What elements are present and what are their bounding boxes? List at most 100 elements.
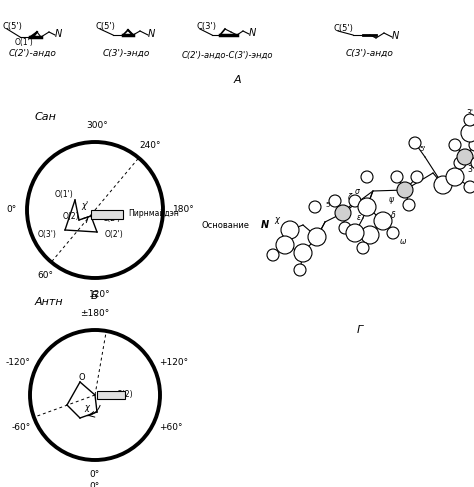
Text: C: C	[468, 130, 473, 136]
Text: O(1'): O(1')	[15, 38, 33, 48]
Circle shape	[391, 171, 403, 183]
Text: 180°: 180°	[173, 206, 195, 214]
Text: Б: Б	[91, 291, 99, 301]
Text: δ: δ	[391, 210, 395, 220]
Text: C(3'): C(3')	[197, 22, 217, 32]
Text: ε: ε	[357, 212, 361, 222]
Text: 120°: 120°	[89, 290, 111, 299]
Circle shape	[469, 139, 474, 151]
Circle shape	[27, 142, 163, 278]
Text: O(2): O(2)	[63, 211, 79, 221]
Text: O(1'): O(1')	[54, 190, 73, 200]
Text: 5': 5'	[420, 146, 426, 152]
Text: φ: φ	[414, 173, 419, 183]
Circle shape	[335, 205, 351, 221]
Circle shape	[434, 176, 452, 194]
Circle shape	[461, 124, 474, 142]
Text: O: O	[79, 373, 85, 381]
Text: C(3')-эндо: C(3')-эндо	[102, 49, 150, 57]
Circle shape	[339, 222, 351, 234]
Text: 4': 4'	[314, 235, 320, 240]
Text: σ: σ	[355, 187, 359, 195]
Text: 60°: 60°	[37, 271, 53, 280]
Text: Сан: Сан	[35, 112, 57, 122]
Circle shape	[329, 195, 341, 207]
Circle shape	[464, 181, 474, 193]
Text: ψ: ψ	[389, 195, 393, 205]
Text: φ: φ	[465, 150, 471, 160]
Text: C(5'): C(5')	[96, 22, 116, 32]
Circle shape	[346, 224, 364, 242]
Text: 3': 3'	[466, 109, 474, 117]
Text: P: P	[403, 186, 407, 194]
Circle shape	[409, 137, 421, 149]
Circle shape	[281, 221, 299, 239]
Text: 3': 3'	[452, 174, 458, 180]
Circle shape	[374, 212, 392, 230]
Text: C(2')-андо: C(2')-андо	[9, 49, 57, 57]
Circle shape	[454, 157, 466, 169]
Text: O(2'): O(2')	[105, 230, 124, 240]
Bar	[97, 391, 125, 399]
Text: 0°: 0°	[7, 206, 17, 214]
Text: Основание: Основание	[202, 221, 250, 229]
Text: +60°: +60°	[160, 423, 183, 432]
Text: C(5'): C(5')	[334, 24, 354, 34]
Text: 1': 1'	[287, 227, 293, 232]
Circle shape	[276, 236, 294, 254]
Text: 4': 4'	[364, 205, 370, 209]
Text: ζ: ζ	[347, 192, 351, 202]
Circle shape	[387, 227, 399, 239]
Circle shape	[357, 242, 369, 254]
Circle shape	[294, 264, 306, 276]
Circle shape	[471, 157, 474, 169]
Text: O(2): O(2)	[117, 391, 134, 399]
Circle shape	[267, 249, 279, 261]
Text: χ': χ'	[82, 202, 89, 210]
Text: Антн: Антн	[35, 297, 64, 307]
Circle shape	[397, 182, 413, 198]
Text: C(2'): C(2')	[103, 214, 121, 224]
Text: -60°: -60°	[11, 423, 30, 432]
Text: Пирнмайдэн: Пирнмайдэн	[128, 209, 179, 219]
Text: 0°: 0°	[90, 482, 100, 487]
Text: +120°: +120°	[160, 358, 189, 367]
Text: 0°: 0°	[90, 470, 100, 479]
Text: ±180°: ±180°	[81, 309, 109, 318]
Circle shape	[309, 201, 321, 213]
Text: N: N	[147, 29, 155, 39]
Text: P: P	[463, 152, 467, 162]
Text: 2': 2'	[367, 232, 373, 238]
Text: 3': 3'	[467, 165, 474, 173]
Circle shape	[361, 226, 379, 244]
Circle shape	[464, 114, 474, 126]
Text: N: N	[248, 28, 255, 38]
Text: N: N	[261, 220, 269, 230]
Text: 5': 5'	[325, 202, 331, 208]
Text: N: N	[55, 29, 62, 39]
Text: Г: Г	[357, 325, 363, 335]
Text: C(3')-андо: C(3')-андо	[346, 49, 394, 57]
Text: χ: χ	[84, 404, 90, 412]
Text: O(3'): O(3')	[38, 229, 57, 239]
Circle shape	[411, 171, 423, 183]
Circle shape	[361, 171, 373, 183]
Text: -120°: -120°	[6, 358, 30, 367]
Circle shape	[30, 330, 160, 460]
Text: ω: ω	[400, 237, 406, 245]
Text: χ: χ	[274, 216, 280, 225]
Text: 300°: 300°	[86, 121, 108, 130]
Circle shape	[457, 149, 473, 165]
Text: А: А	[233, 75, 241, 85]
Text: 3': 3'	[300, 250, 306, 256]
Text: 4': 4'	[440, 183, 446, 187]
Text: 2': 2'	[282, 243, 288, 247]
Text: C(5'): C(5')	[3, 22, 23, 32]
Circle shape	[294, 244, 312, 262]
Circle shape	[358, 198, 376, 216]
Text: P: P	[341, 208, 346, 218]
Text: C(2')-андо-C(3')-эндо: C(2')-андо-C(3')-эндо	[181, 51, 273, 59]
Circle shape	[349, 195, 361, 207]
Text: N: N	[392, 31, 399, 41]
Text: 1': 1'	[352, 230, 358, 236]
